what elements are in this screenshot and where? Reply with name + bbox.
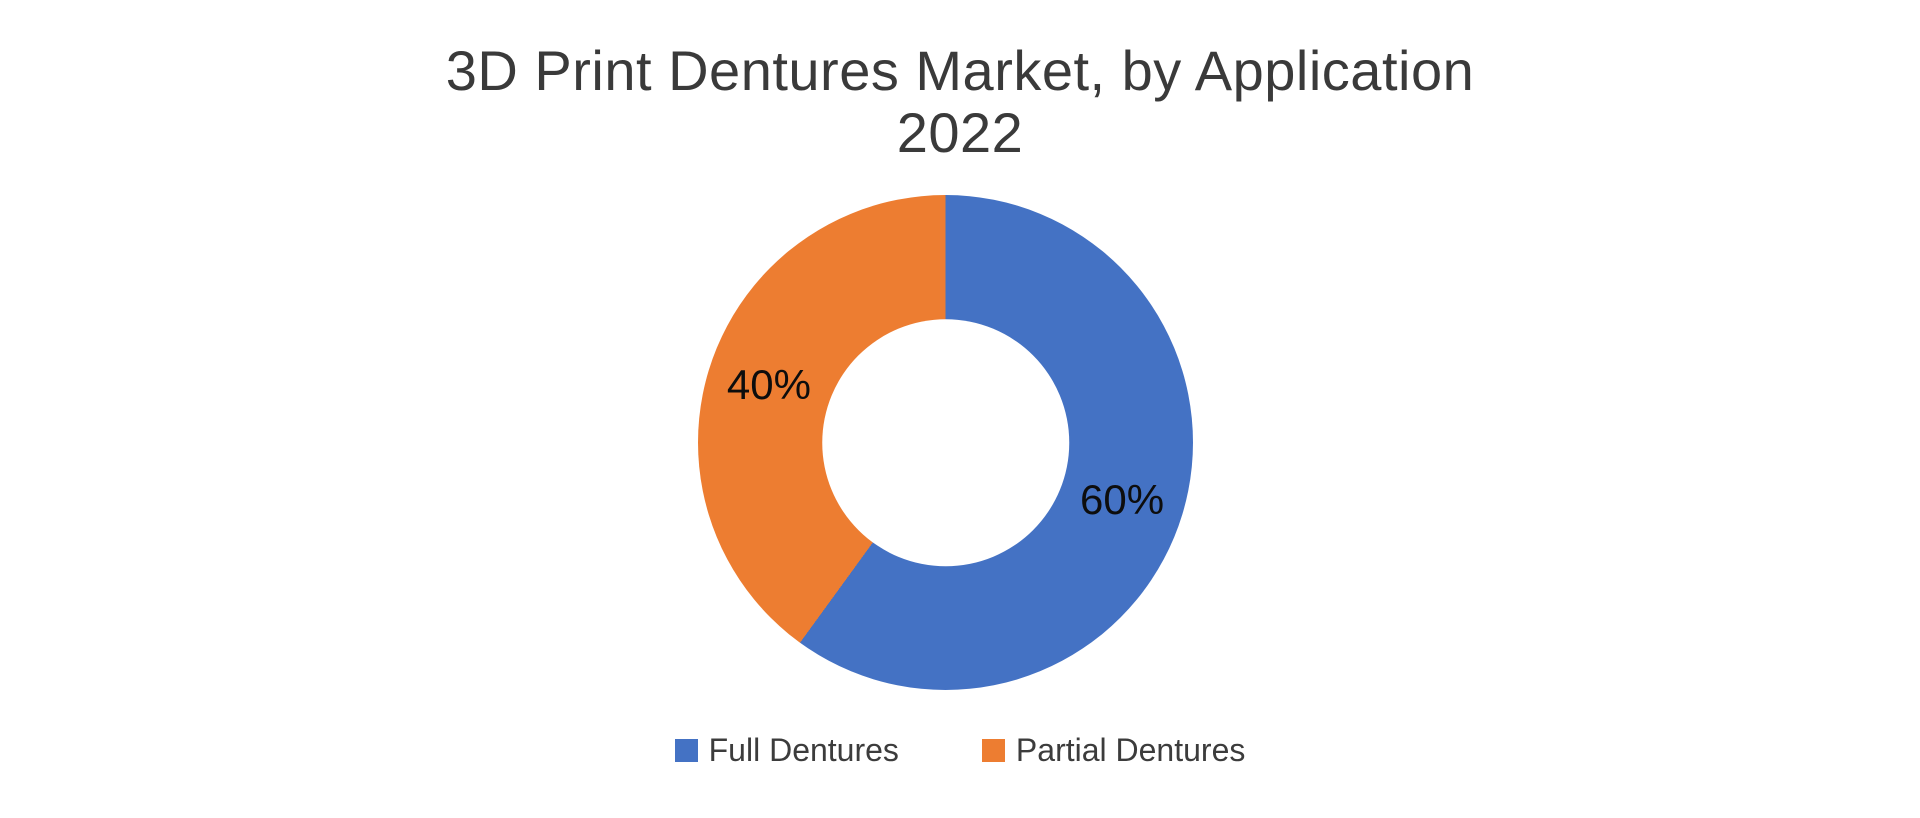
legend-item-full-dentures: Full Dentures xyxy=(674,731,899,769)
chart-legend: Full Dentures Partial Dentures xyxy=(0,728,1920,772)
legend-label-partial-dentures: Partial Dentures xyxy=(1015,731,1246,768)
chart-title: 3D Print Dentures Market, by Application… xyxy=(0,40,1920,164)
donut-hole xyxy=(821,318,1070,567)
legend-label-full-dentures: Full Dentures xyxy=(708,731,899,768)
slice-label-full-dentures: 60% xyxy=(1080,475,1165,523)
legend-swatch-full-dentures-icon xyxy=(674,738,698,762)
slice-label-partial-dentures: 40% xyxy=(726,361,811,409)
legend-swatch-partial-dentures-icon xyxy=(981,738,1005,762)
donut-chart: 60% 40% xyxy=(698,195,1193,690)
chart-title-line-2: 2022 xyxy=(896,101,1024,164)
legend-item-partial-dentures: Partial Dentures xyxy=(981,731,1246,769)
chart-title-line-1: 3D Print Dentures Market, by Application xyxy=(445,39,1475,102)
